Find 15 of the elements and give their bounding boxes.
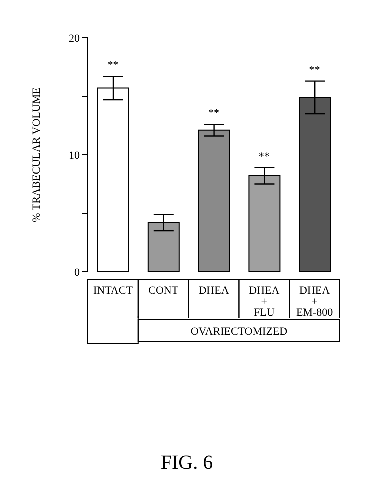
x-tick-label: DHEA xyxy=(198,285,230,297)
y-axis-title: % TRABECULAR VOLUME xyxy=(30,87,43,222)
annotation: ** xyxy=(108,60,119,72)
x-tick-label: DHEA + EM-800 xyxy=(296,285,334,319)
x-tick-label: CONT xyxy=(148,285,179,297)
x-tick-label: INTACT xyxy=(93,285,134,297)
caption: FIG. 6 xyxy=(160,452,214,475)
x-tick-label: DHEA + FLU xyxy=(249,285,280,319)
text: OVARIECTOMIZED xyxy=(190,326,288,338)
y-tick-label: 0 xyxy=(74,266,80,279)
annotation: ** xyxy=(258,150,270,163)
y-tick-label: 20 xyxy=(69,32,80,45)
annotation: ** xyxy=(208,108,220,120)
annotation: ** xyxy=(309,64,320,76)
y-tick-label: 10 xyxy=(69,150,80,162)
